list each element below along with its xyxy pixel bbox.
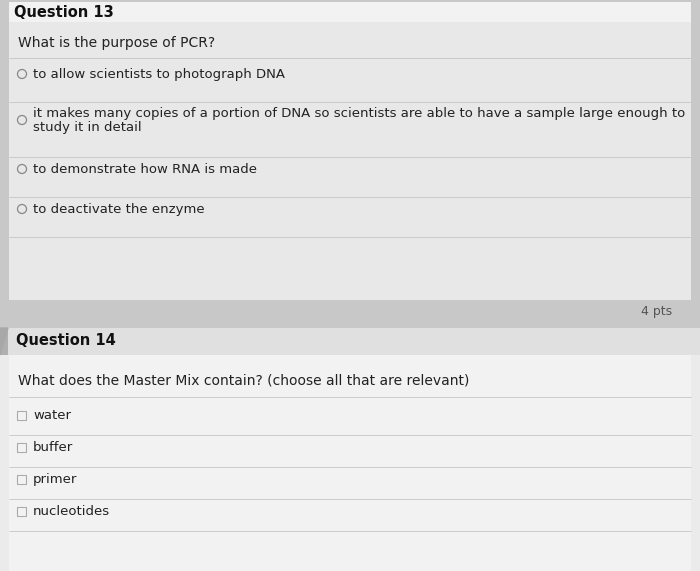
Bar [0,355,700,571]
Bar [17,411,26,420]
Polygon shape [0,328,8,355]
Text: to allow scientists to photograph DNA: to allow scientists to photograph DNA [33,68,285,81]
Text: What is the purpose of PCR?: What is the purpose of PCR? [18,36,215,50]
Text: buffer: buffer [33,441,74,454]
Bar [9,2,691,22]
Text: study it in detail: study it in detail [33,121,141,134]
Text: to demonstrate how RNA is made: to demonstrate how RNA is made [33,163,257,176]
Bar [17,475,26,484]
Text: nucleotides: nucleotides [33,505,110,518]
Bar [9,22,691,300]
Bar [0,0,700,5]
Text: to deactivate the enzyme: to deactivate the enzyme [33,203,204,216]
Bar [0,300,700,328]
Text: Question 13: Question 13 [14,5,113,20]
Text: it makes many copies of a portion of DNA so scientists are able to have a sample: it makes many copies of a portion of DNA… [33,107,685,120]
Bar [9,355,691,571]
Bar [9,22,691,300]
Bar [9,328,691,355]
Text: primer: primer [33,473,78,486]
Text: What does the Master Mix contain? (choose all that are relevant): What does the Master Mix contain? (choos… [18,373,470,387]
Bar [0,328,700,355]
Bar [17,443,26,452]
Text: Question 14: Question 14 [16,333,116,348]
Text: water: water [33,409,71,422]
Text: 4 pts: 4 pts [641,305,672,318]
Bar [17,507,26,516]
Bar [0,328,8,355]
